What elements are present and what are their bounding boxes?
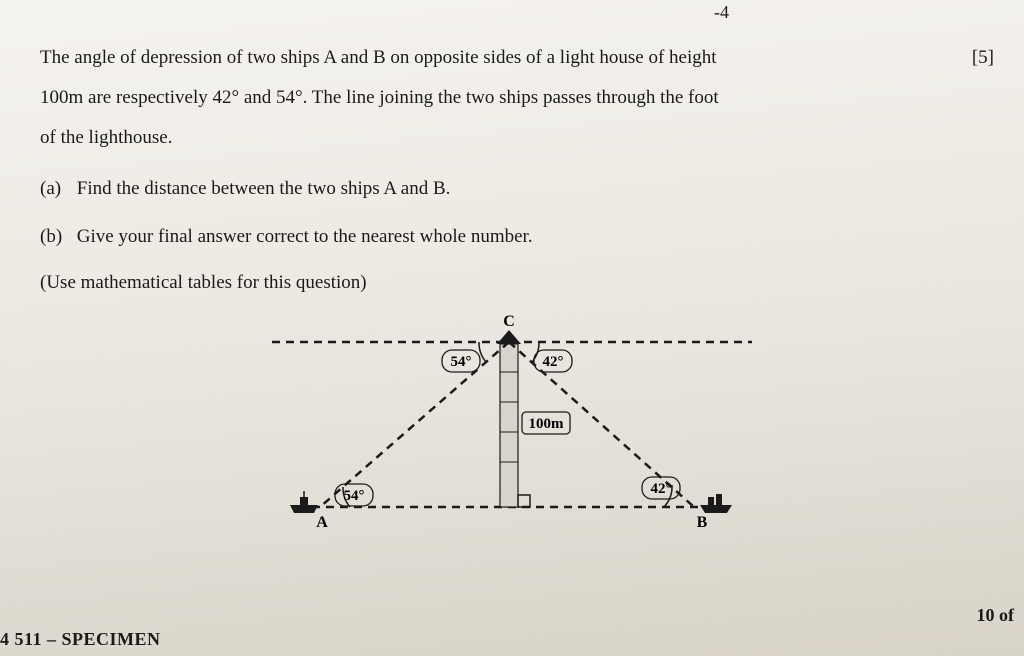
- problem-line-1: The angle of depression of two ships A a…: [40, 47, 717, 68]
- svg-text:42°: 42°: [651, 481, 672, 497]
- problem-line-3: of the lighthouse.: [40, 127, 172, 148]
- page-fragment: -4: [714, 2, 729, 23]
- part-a-letter: (a): [40, 172, 72, 206]
- instruction-line: (Use mathematical tables for this questi…: [40, 272, 984, 294]
- label-a: A: [316, 514, 328, 531]
- problem-statement: [5] The angle of depression of two ships…: [40, 38, 984, 158]
- svg-text:100m: 100m: [529, 416, 565, 432]
- part-b-letter: (b): [40, 220, 72, 254]
- problem-line-2: 100m are respectively 42° and 54°. The l…: [40, 87, 719, 108]
- angle-top-left-label: 54°: [442, 350, 480, 372]
- height-label: 100m: [522, 412, 570, 434]
- svg-text:54°: 54°: [451, 354, 472, 370]
- footer-specimen: 4 511 – SPECIMEN: [0, 629, 161, 650]
- lighthouse-icon: [497, 330, 521, 507]
- diagram-svg: C A B 54° 42° 54° 42° 100m: [232, 302, 792, 542]
- diagram: C A B 54° 42° 54° 42° 100m: [232, 302, 792, 542]
- part-b: (b) Give your final answer correct to th…: [40, 220, 984, 254]
- ship-b-icon: [700, 494, 732, 513]
- right-angle-icon: [518, 495, 530, 507]
- ship-a-icon: [290, 491, 318, 513]
- label-b: B: [697, 514, 708, 531]
- line-ca: [320, 342, 509, 507]
- part-a: (a) Find the distance between the two sh…: [40, 172, 984, 206]
- footer-page-number: 10 of: [977, 605, 1015, 626]
- svg-text:54°: 54°: [344, 488, 365, 504]
- angle-top-right-label: 42°: [534, 350, 572, 372]
- part-b-text: Give your final answer correct to the ne…: [77, 226, 533, 247]
- marks-badge: [5]: [972, 38, 994, 78]
- angle-base-left-label: 54°: [335, 484, 373, 506]
- part-a-text: Find the distance between the two ships …: [77, 178, 451, 199]
- label-c: C: [503, 313, 515, 330]
- angle-base-right-label: 42°: [642, 477, 680, 499]
- svg-text:42°: 42°: [543, 354, 564, 370]
